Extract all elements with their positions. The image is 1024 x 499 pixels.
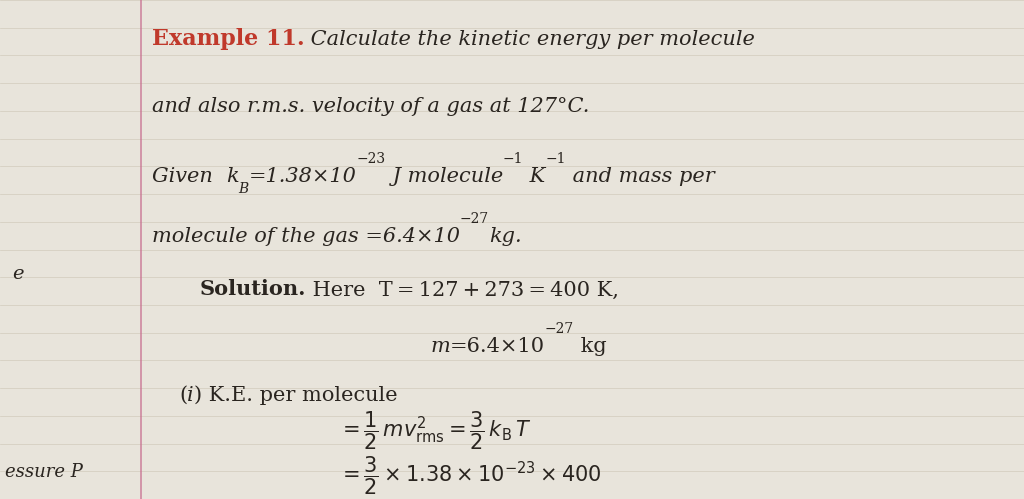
Text: molecule of the gas =6.4×10: molecule of the gas =6.4×10: [152, 227, 460, 246]
Text: J molecule: J molecule: [386, 167, 503, 186]
Text: and also r.m.s. velocity of a gas at 127°C.: and also r.m.s. velocity of a gas at 127…: [152, 97, 589, 116]
Text: Example 11.: Example 11.: [152, 28, 304, 50]
Text: −1: −1: [546, 152, 566, 166]
Text: B: B: [239, 182, 249, 196]
Text: and mass per: and mass per: [566, 167, 715, 186]
Text: e: e: [12, 265, 24, 283]
Text: kg: kg: [574, 337, 607, 356]
Text: =6.4×10: =6.4×10: [450, 337, 545, 356]
Text: ) K.E. per molecule: ) K.E. per molecule: [194, 386, 397, 405]
Text: Here  T = 127 + 273 = 400 K,: Here T = 127 + 273 = 400 K,: [306, 280, 620, 299]
Text: Calculate the kinetic energy per molecule: Calculate the kinetic energy per molecul…: [304, 30, 755, 49]
Text: k: k: [225, 167, 239, 186]
Text: −1: −1: [503, 152, 523, 166]
Text: Solution.: Solution.: [200, 279, 306, 299]
Text: kg.: kg.: [488, 227, 521, 246]
Text: Given: Given: [152, 167, 225, 186]
Text: −23: −23: [356, 152, 386, 166]
Text: K: K: [523, 167, 546, 186]
Text: essure P: essure P: [5, 463, 83, 481]
Text: $=\dfrac{3}{2}\times1.38\times10^{-23}\times400$: $=\dfrac{3}{2}\times1.38\times10^{-23}\t…: [338, 454, 601, 497]
Text: −27: −27: [545, 322, 574, 336]
Text: i: i: [187, 386, 194, 405]
Text: $=\dfrac{1}{2}\,mv^2_{\mathrm{rms}}=\dfrac{3}{2}\,k_{\mathrm{B}}\,T$: $=\dfrac{1}{2}\,mv^2_{\mathrm{rms}}=\dfr…: [338, 409, 531, 452]
Text: (: (: [179, 386, 187, 405]
Text: −27: −27: [460, 212, 488, 226]
Text: m: m: [430, 337, 450, 356]
Text: =1.38×10: =1.38×10: [249, 167, 356, 186]
